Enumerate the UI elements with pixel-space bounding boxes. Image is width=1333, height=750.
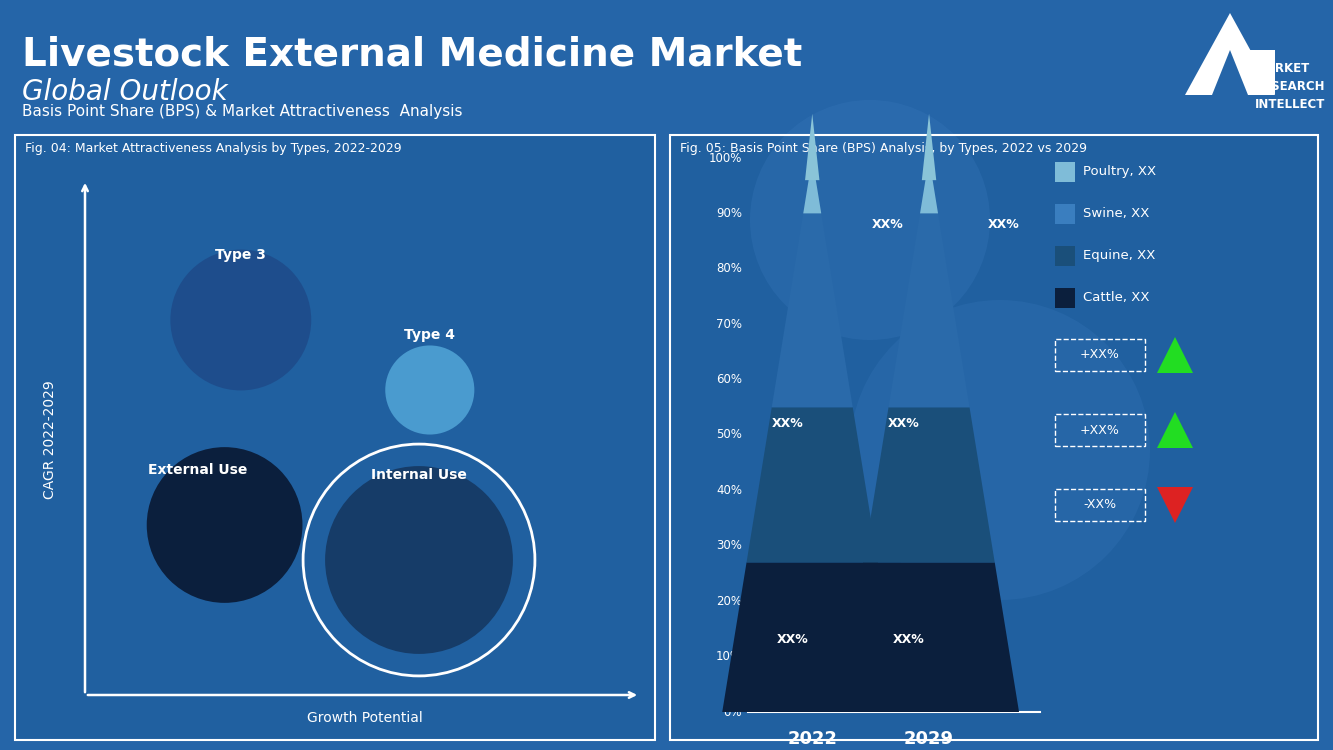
Text: XX%: XX%	[988, 218, 1020, 231]
Polygon shape	[889, 214, 969, 407]
Polygon shape	[838, 562, 1018, 712]
Text: +XX%: +XX%	[1080, 424, 1120, 436]
Text: MARKET
RESEARCH
INTELLECT: MARKET RESEARCH INTELLECT	[1254, 62, 1325, 111]
Text: 2029: 2029	[904, 730, 954, 748]
Text: Swine, XX: Swine, XX	[1082, 208, 1149, 220]
Polygon shape	[722, 562, 902, 712]
Circle shape	[325, 466, 513, 654]
Polygon shape	[746, 407, 878, 562]
Text: XX%: XX%	[776, 634, 808, 646]
Polygon shape	[920, 158, 938, 214]
Text: Type 4: Type 4	[404, 328, 456, 342]
Circle shape	[171, 250, 311, 391]
Circle shape	[147, 447, 303, 603]
Text: 60%: 60%	[716, 373, 742, 386]
Polygon shape	[805, 114, 820, 180]
Text: 30%: 30%	[716, 539, 742, 552]
Polygon shape	[1157, 412, 1193, 448]
Text: 2022: 2022	[788, 730, 837, 748]
Text: Livestock External Medicine Market: Livestock External Medicine Market	[23, 35, 802, 73]
Text: CAGR 2022-2029: CAGR 2022-2029	[43, 381, 57, 500]
Polygon shape	[864, 407, 994, 562]
Polygon shape	[922, 114, 936, 180]
Bar	[1054, 246, 1074, 266]
Text: XX%: XX%	[772, 418, 802, 430]
Polygon shape	[1212, 50, 1248, 95]
Bar	[1054, 489, 1145, 521]
Polygon shape	[1157, 487, 1193, 523]
Text: Growth Potential: Growth Potential	[307, 711, 423, 725]
Text: Type 3: Type 3	[216, 248, 267, 262]
Text: 80%: 80%	[716, 262, 742, 275]
Text: Fig. 04: Market Attractiveness Analysis by Types, 2022-2029: Fig. 04: Market Attractiveness Analysis …	[25, 142, 401, 155]
Text: +XX%: +XX%	[1080, 349, 1120, 361]
Text: 0%: 0%	[724, 706, 742, 718]
Text: Cattle, XX: Cattle, XX	[1082, 292, 1149, 304]
Bar	[670, 135, 1318, 740]
Text: Fig. 05: Basis Point Share (BPS) Analysis, by Types, 2022 vs 2029: Fig. 05: Basis Point Share (BPS) Analysi…	[680, 142, 1086, 155]
Polygon shape	[1185, 13, 1274, 95]
Bar	[1054, 162, 1074, 182]
Bar	[15, 135, 655, 740]
Text: 40%: 40%	[716, 484, 742, 497]
Bar	[1054, 414, 1145, 446]
Bar	[15, 135, 655, 740]
Bar	[1054, 288, 1074, 308]
Text: XX%: XX%	[888, 418, 920, 430]
Circle shape	[385, 346, 475, 434]
Text: Equine, XX: Equine, XX	[1082, 250, 1156, 262]
Text: 100%: 100%	[709, 152, 742, 164]
Text: Basis Point Share (BPS) & Market Attractiveness  Analysis: Basis Point Share (BPS) & Market Attract…	[23, 104, 463, 119]
Text: Global Outlook: Global Outlook	[23, 78, 228, 106]
Text: -XX%: -XX%	[1084, 499, 1117, 512]
Bar	[670, 135, 1318, 740]
Text: Internal Use: Internal Use	[371, 468, 467, 482]
Text: Poultry, XX: Poultry, XX	[1082, 166, 1156, 178]
Text: 20%: 20%	[716, 595, 742, 608]
Circle shape	[750, 100, 990, 340]
Bar	[1054, 204, 1074, 224]
Text: 50%: 50%	[716, 428, 742, 442]
Text: 70%: 70%	[716, 318, 742, 331]
Circle shape	[850, 300, 1150, 600]
Text: XX%: XX%	[872, 218, 904, 231]
Text: 90%: 90%	[716, 207, 742, 220]
Bar	[1054, 339, 1145, 371]
Text: XX%: XX%	[893, 634, 925, 646]
Polygon shape	[804, 158, 821, 214]
Polygon shape	[772, 214, 853, 407]
Polygon shape	[1238, 50, 1274, 95]
Text: 10%: 10%	[716, 650, 742, 663]
Text: External Use: External Use	[148, 463, 248, 477]
Polygon shape	[1157, 337, 1193, 373]
